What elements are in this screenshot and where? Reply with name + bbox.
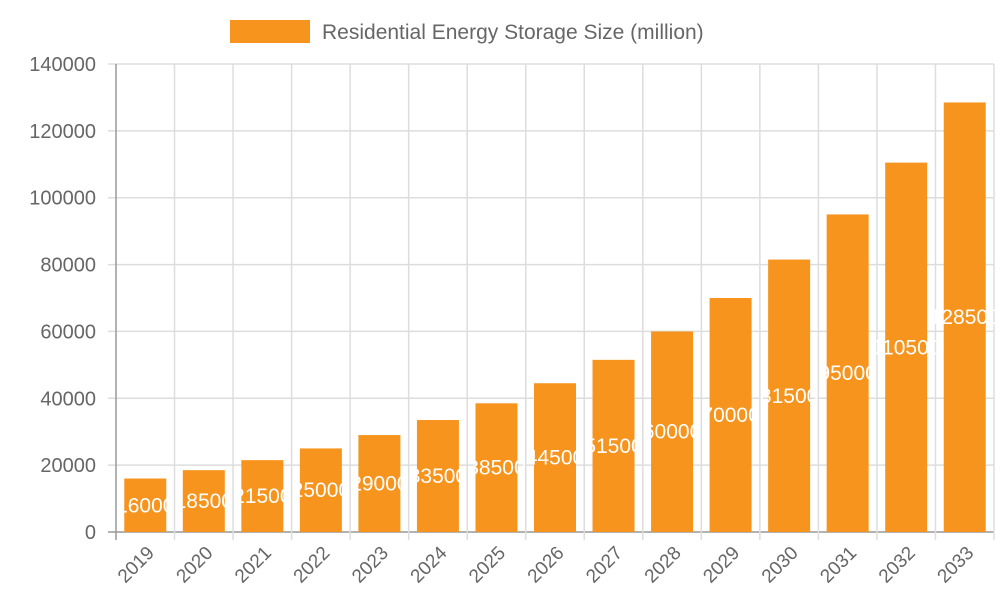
legend[interactable]: Residential Energy Storage Size (million… xyxy=(230,20,704,44)
bar-2030[interactable] xyxy=(768,259,811,532)
y-tick-label: 120000 xyxy=(29,121,96,143)
bar-2021[interactable] xyxy=(241,460,284,532)
y-tick-label: 60000 xyxy=(40,321,96,343)
x-tick-label: 2025 xyxy=(465,543,510,588)
x-tick-label: 2023 xyxy=(348,543,393,588)
x-tick-label: 2029 xyxy=(699,543,744,588)
x-tick-label: 2031 xyxy=(816,543,861,588)
bar-2028[interactable] xyxy=(651,331,694,532)
bar-2027[interactable] xyxy=(592,359,635,532)
data-label-2031: 95000 xyxy=(818,362,876,385)
x-tick-label: 2021 xyxy=(231,543,276,588)
data-label-2025: 38500 xyxy=(467,457,525,480)
data-labels: 16000 18500 21500 25000 29000 33500 38500 44500… xyxy=(116,306,1000,517)
data-label-2029: 70000 xyxy=(701,404,759,427)
x-tick-label: 2030 xyxy=(758,543,803,588)
grid xyxy=(108,63,995,540)
y-tick-label: 20000 xyxy=(40,455,96,477)
bar-2025[interactable] xyxy=(475,403,518,532)
x-tick-label: 2019 xyxy=(114,543,159,588)
legend-swatch xyxy=(230,20,310,43)
data-label-2020: 18500 xyxy=(175,490,233,513)
bar-2020[interactable] xyxy=(182,470,225,532)
bar-2033[interactable] xyxy=(943,102,986,532)
data-label-2028: 60000 xyxy=(643,421,701,444)
x-tick-label: 2022 xyxy=(290,543,335,588)
data-label-2023: 29000 xyxy=(350,473,408,496)
x-tick-label: 2024 xyxy=(407,542,452,587)
data-label-2021: 21500 xyxy=(233,485,291,508)
bar-2024[interactable] xyxy=(416,420,459,532)
bar-2029[interactable] xyxy=(709,298,752,532)
y-tick-label: 100000 xyxy=(29,188,96,210)
y-tick-label: 140000 xyxy=(29,54,96,76)
legend-label: Residential Energy Storage Size (million… xyxy=(322,21,704,44)
data-label-2024: 33500 xyxy=(409,465,467,488)
bar-2032[interactable] xyxy=(885,162,928,532)
data-label-2026: 44500 xyxy=(526,447,584,470)
y-tick-label: 0 xyxy=(85,522,96,544)
data-label-2019: 16000 xyxy=(116,494,174,517)
x-tick-label: 2028 xyxy=(641,543,686,588)
bar-2019[interactable] xyxy=(124,478,167,532)
y-tick-label: 80000 xyxy=(40,255,96,277)
bar-2022[interactable] xyxy=(299,448,342,532)
data-label-2033: 128500 xyxy=(930,306,1000,329)
x-tick-label: 2026 xyxy=(524,543,569,588)
bar-2031[interactable] xyxy=(826,214,869,532)
y-tick-label: 40000 xyxy=(40,388,96,410)
data-label-2030: 81500 xyxy=(760,385,818,408)
data-label-2027: 51500 xyxy=(584,435,642,458)
x-tick-label: 2032 xyxy=(875,543,920,588)
x-tick-label: 2033 xyxy=(934,543,979,588)
x-tick-label: 2027 xyxy=(582,543,627,588)
bars xyxy=(124,102,986,532)
bar-2023[interactable] xyxy=(358,435,401,532)
x-tick-label: 2020 xyxy=(173,543,218,588)
bar-2026[interactable] xyxy=(534,383,576,532)
data-label-2022: 25000 xyxy=(292,479,350,502)
data-label-2032: 110500 xyxy=(872,336,941,359)
